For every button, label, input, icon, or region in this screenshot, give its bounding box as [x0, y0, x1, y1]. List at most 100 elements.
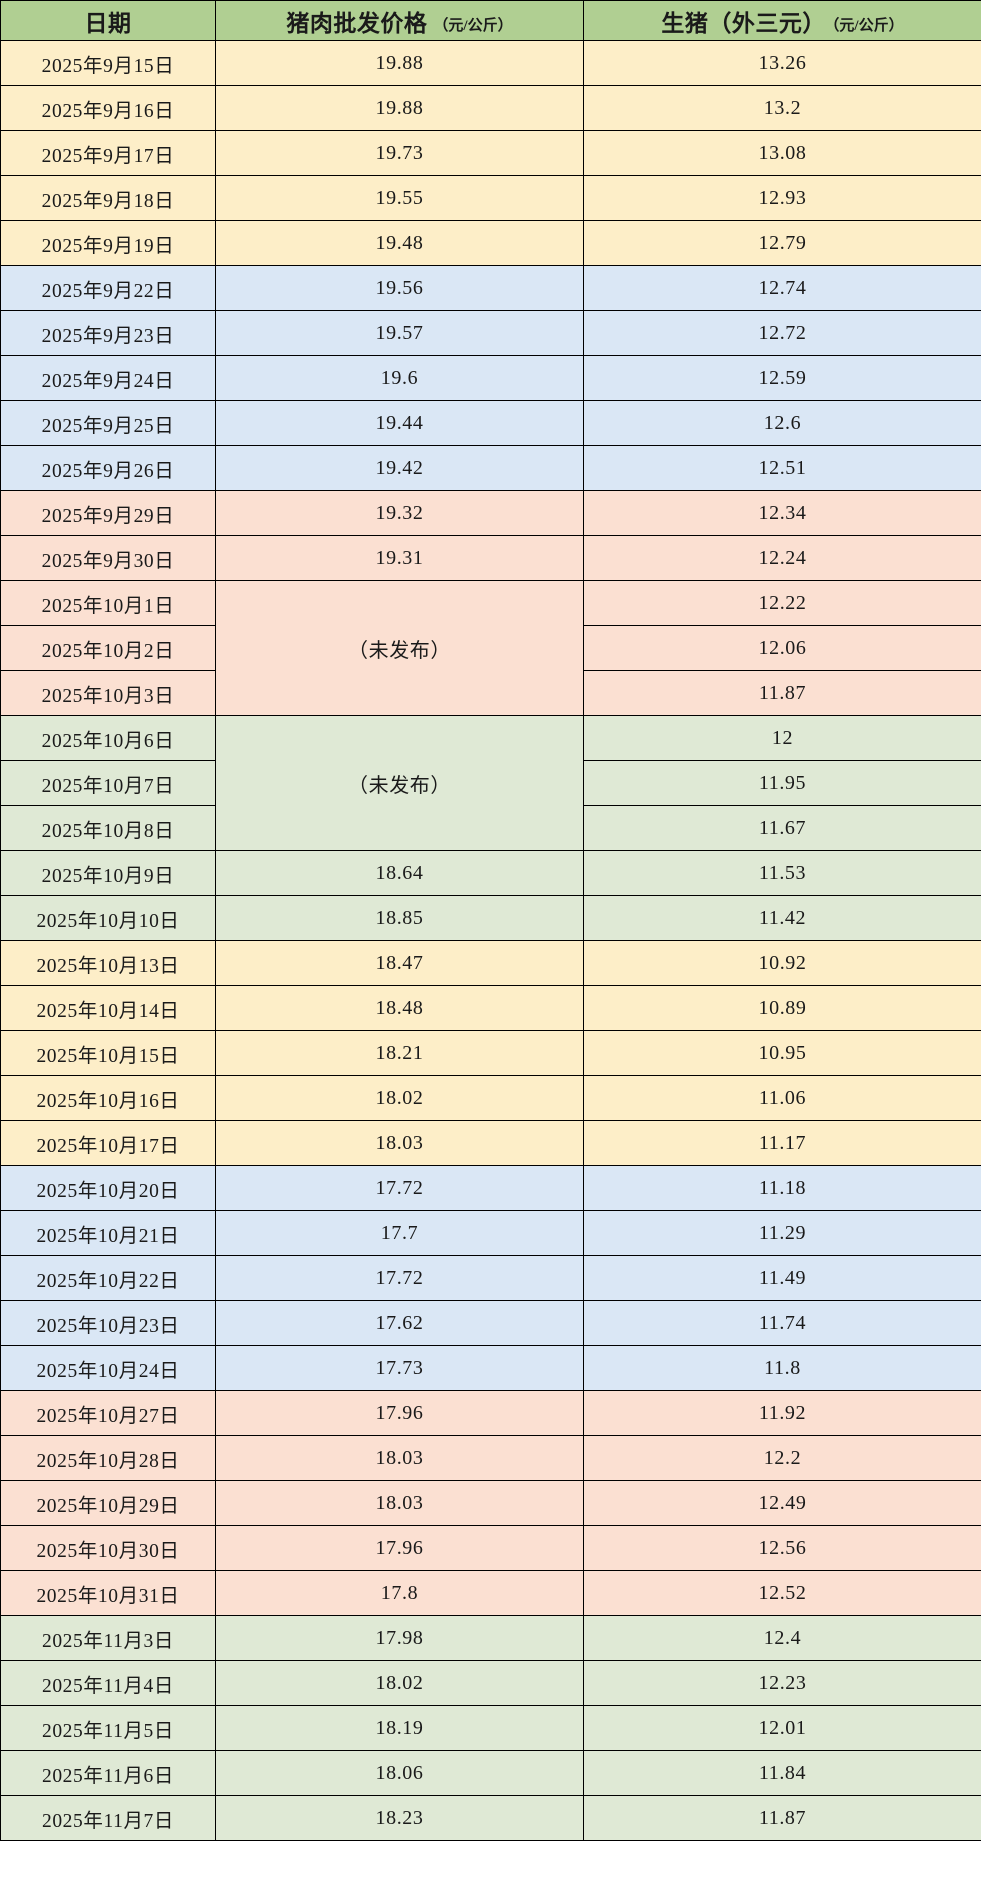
cell-pork-price: 19.44 — [215, 400, 584, 446]
cell-hog-price: 11.87 — [583, 670, 981, 716]
cell-pork-price-unpublished: （未发布） — [215, 580, 584, 716]
table-row: 2025年10月8日 11.67 — [0, 805, 981, 851]
cell-date: 2025年10月9日 — [0, 850, 216, 896]
cell-pork-price: 17.62 — [215, 1300, 584, 1346]
table-row: 2025年9月26日 19.42 12.51 — [0, 445, 981, 491]
table-row: 2025年10月28日 18.03 12.2 — [0, 1435, 981, 1481]
column-header-hog-price-label: 生猪（外三元） — [661, 10, 826, 36]
cell-hog-price: 11.18 — [583, 1165, 981, 1211]
cell-pork-price: 19.31 — [215, 535, 584, 581]
cell-hog-price: 11.87 — [583, 1795, 981, 1841]
cell-hog-price: 12.56 — [583, 1525, 981, 1571]
column-header-pork-price-label: 猪肉批发价格 — [286, 10, 428, 36]
cell-date: 2025年10月8日 — [0, 805, 216, 851]
cell-date: 2025年10月27日 — [0, 1390, 216, 1436]
cell-date: 2025年10月13日 — [0, 940, 216, 986]
cell-pork-price: 19.48 — [215, 220, 584, 266]
cell-hog-price: 13.08 — [583, 130, 981, 176]
cell-hog-price: 10.92 — [583, 940, 981, 986]
cell-date: 2025年10月16日 — [0, 1075, 216, 1121]
cell-pork-price: 19.88 — [215, 40, 584, 86]
cell-pork-price: 18.48 — [215, 985, 584, 1031]
cell-pork-price: 17.8 — [215, 1570, 584, 1616]
cell-hog-price: 12.79 — [583, 220, 981, 266]
column-header-hog-price: 生猪（外三元） （元/公斤） — [583, 0, 981, 41]
cell-pork-price: 17.7 — [215, 1210, 584, 1256]
cell-hog-price: 11.17 — [583, 1120, 981, 1166]
table-row: 2025年11月5日 18.19 12.01 — [0, 1705, 981, 1751]
table-row: 2025年9月30日 19.31 12.24 — [0, 535, 981, 581]
table-row: 2025年9月23日 19.57 12.72 — [0, 310, 981, 356]
table-row: 2025年10月15日 18.21 10.95 — [0, 1030, 981, 1076]
cell-hog-price: 13.26 — [583, 40, 981, 86]
table-row: 2025年10月6日 （未发布） 12 — [0, 715, 981, 851]
cell-pork-price: 19.88 — [215, 85, 584, 131]
cell-date: 2025年10月6日 — [0, 715, 216, 761]
cell-pork-price: 18.02 — [215, 1075, 584, 1121]
table-row: 2025年10月13日 18.47 10.92 — [0, 940, 981, 986]
table-row: 2025年11月3日 17.98 12.4 — [0, 1615, 981, 1661]
column-header-pork-price: 猪肉批发价格 （元/公斤） — [215, 0, 584, 41]
table-row: 2025年10月3日 11.87 — [0, 670, 981, 716]
cell-date: 2025年10月10日 — [0, 895, 216, 941]
cell-pork-price: 18.03 — [215, 1120, 584, 1166]
cell-hog-price: 12.49 — [583, 1480, 981, 1526]
table-row: 2025年9月24日 19.6 12.59 — [0, 355, 981, 401]
cell-date: 2025年11月7日 — [0, 1795, 216, 1841]
cell-hog-price: 12.52 — [583, 1570, 981, 1616]
cell-date: 2025年10月17日 — [0, 1120, 216, 1166]
column-header-hog-price-unit: （元/公斤） — [831, 17, 904, 34]
cell-date: 2025年10月15日 — [0, 1030, 216, 1076]
table-row: 2025年10月10日 18.85 11.42 — [0, 895, 981, 941]
cell-pork-price: 17.73 — [215, 1345, 584, 1391]
cell-hog-price: 10.95 — [583, 1030, 981, 1076]
header-row: 日期 猪肉批发价格 （元/公斤） 生猪（外三元） （元/公斤） — [0, 0, 981, 41]
cell-hog-price: 12.2 — [583, 1435, 981, 1481]
column-header-pork-price-unit: （元/公斤） — [433, 17, 513, 34]
cell-date: 2025年10月7日 — [0, 760, 216, 806]
cell-pork-price: 18.03 — [215, 1480, 584, 1526]
cell-pork-price: 18.23 — [215, 1795, 584, 1841]
cell-pork-price: 19.42 — [215, 445, 584, 491]
cell-pork-price: 17.96 — [215, 1390, 584, 1436]
cell-pork-price: 19.32 — [215, 490, 584, 536]
cell-pork-price: 17.98 — [215, 1615, 584, 1661]
cell-date: 2025年9月23日 — [0, 310, 216, 356]
cell-date: 2025年9月15日 — [0, 40, 216, 86]
cell-hog-price: 11.74 — [583, 1300, 981, 1346]
cell-hog-price: 12.93 — [583, 175, 981, 221]
table-row: 2025年10月31日 17.8 12.52 — [0, 1570, 981, 1616]
table-row: 2025年10月7日 11.95 — [0, 760, 981, 806]
table-row: 2025年10月14日 18.48 10.89 — [0, 985, 981, 1031]
table-row: 2025年10月29日 18.03 12.49 — [0, 1480, 981, 1526]
cell-pork-price: 17.72 — [215, 1255, 584, 1301]
cell-hog-price: 11.49 — [583, 1255, 981, 1301]
cell-hog-price: 12.23 — [583, 1660, 981, 1706]
cell-hog-price: 11.67 — [583, 805, 981, 851]
cell-pork-price: 18.85 — [215, 895, 584, 941]
table-header: 日期 猪肉批发价格 （元/公斤） 生猪（外三元） （元/公斤） — [0, 0, 981, 41]
table-row: 2025年10月22日 17.72 11.49 — [0, 1255, 981, 1301]
table-row: 2025年9月22日 19.56 12.74 — [0, 265, 981, 311]
table-row: 2025年10月16日 18.02 11.06 — [0, 1075, 981, 1121]
cell-date: 2025年11月3日 — [0, 1615, 216, 1661]
table-row: 2025年10月30日 17.96 12.56 — [0, 1525, 981, 1571]
cell-date: 2025年10月3日 — [0, 670, 216, 716]
cell-hog-price: 12.34 — [583, 490, 981, 536]
column-header-date-label: 日期 — [84, 10, 132, 36]
cell-date: 2025年10月20日 — [0, 1165, 216, 1211]
cell-date: 2025年11月4日 — [0, 1660, 216, 1706]
table-row: 2025年10月27日 17.96 11.92 — [0, 1390, 981, 1436]
cell-hog-price: 12.22 — [583, 580, 981, 626]
pork-price-table: 日期 猪肉批发价格 （元/公斤） 生猪（外三元） （元/公斤） 2025年9月15日… — [0, 0, 981, 1841]
cell-date: 2025年9月24日 — [0, 355, 216, 401]
cell-hog-price: 10.89 — [583, 985, 981, 1031]
cell-date: 2025年10月2日 — [0, 625, 216, 671]
table-body: 2025年9月15日 19.88 13.26 2025年9月16日 19.88 13.2 2… — [0, 40, 981, 1841]
cell-date: 2025年10月1日 — [0, 580, 216, 626]
table-row: 2025年9月16日 19.88 13.2 — [0, 85, 981, 131]
cell-date: 2025年9月25日 — [0, 400, 216, 446]
cell-pork-price: 19.55 — [215, 175, 584, 221]
cell-hog-price: 13.2 — [583, 85, 981, 131]
cell-pork-price: 19.56 — [215, 265, 584, 311]
